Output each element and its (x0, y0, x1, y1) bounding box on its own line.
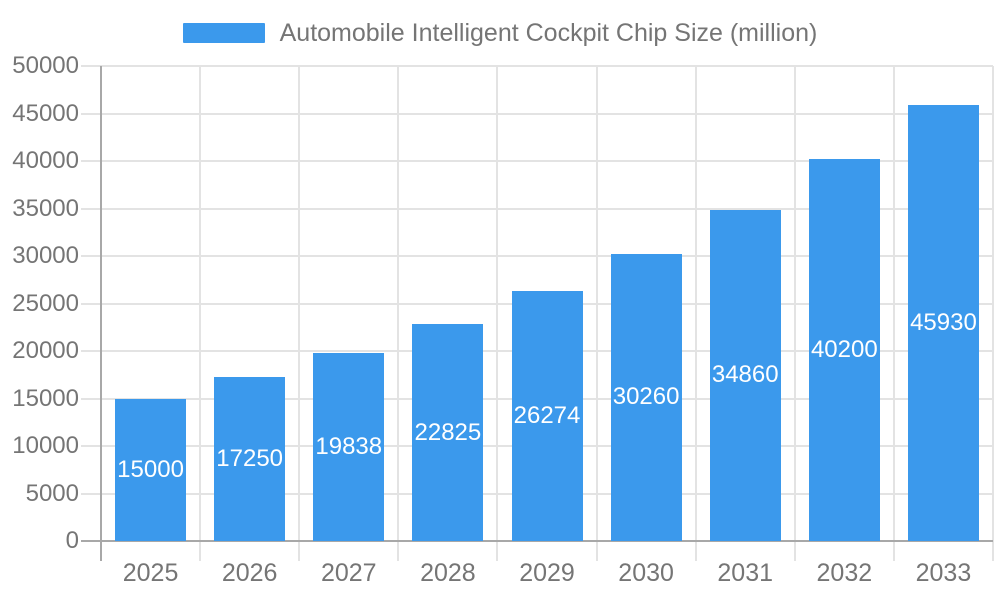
bar-value-label: 30260 (612, 383, 680, 411)
y-axis-tick-label: 25000 (12, 289, 79, 317)
x-gridline (397, 66, 400, 561)
legend-swatch-icon (182, 23, 265, 43)
x-axis-tick-label: 2027 (320, 559, 377, 587)
y-axis-tick-label: 40000 (12, 147, 79, 174)
bar[interactable] (313, 352, 385, 541)
y-axis-tick-label: 35000 (12, 194, 79, 222)
y-gridline (81, 160, 993, 162)
y-axis-tick-label: 45000 (12, 99, 79, 127)
x-gridline (199, 66, 202, 561)
bar[interactable] (808, 159, 880, 541)
y-axis-tick-label: 10000 (12, 432, 79, 459)
bar-value-label: 22825 (414, 418, 482, 446)
x-gridline (298, 66, 301, 561)
y-axis-tick-label: 20000 (12, 337, 79, 364)
y-axis-tick-label: 30000 (12, 242, 79, 269)
x-gridline (793, 66, 796, 561)
x-gridline (496, 66, 499, 561)
x-axis-line (81, 540, 993, 542)
x-axis-tick-label: 2030 (618, 559, 674, 587)
legend[interactable]: Automobile Intelligent Cockpit Chip Size… (0, 18, 1000, 48)
y-axis-tick-label: 50000 (12, 52, 79, 79)
legend-label: Automobile Intelligent Cockpit Chip Size… (279, 18, 818, 47)
bar-value-label: 17250 (216, 445, 284, 473)
x-axis-tick-label: 2026 (221, 559, 278, 587)
x-gridline (992, 66, 994, 561)
x-gridline (694, 66, 697, 561)
bar[interactable] (907, 104, 979, 541)
y-gridline (81, 207, 993, 210)
bar[interactable] (511, 291, 583, 541)
bar[interactable] (610, 253, 682, 541)
x-axis-tick-label: 2033 (915, 559, 972, 587)
bar-value-label: 15000 (117, 455, 184, 483)
x-axis-tick-label: 2029 (519, 559, 575, 587)
bar-value-label: 40200 (810, 336, 878, 364)
x-axis-tick-label: 2028 (420, 559, 476, 587)
bar-value-label: 26274 (513, 402, 581, 430)
bar-value-label: 34860 (711, 361, 779, 389)
y-axis-tick-label: 0 (65, 527, 79, 554)
bar[interactable] (412, 324, 484, 541)
x-axis-tick-label: 2032 (816, 559, 873, 587)
y-gridline (81, 112, 993, 115)
x-axis-tick-label: 2031 (717, 559, 774, 587)
x-gridline (595, 66, 598, 561)
y-axis-line (100, 66, 102, 561)
y-axis-tick-label: 15000 (12, 384, 79, 412)
bar[interactable] (709, 209, 781, 541)
x-axis-tick-label: 2025 (122, 559, 179, 587)
bar-value-label: 45930 (910, 308, 977, 336)
bar[interactable] (115, 398, 187, 541)
bar-value-label: 19838 (315, 432, 383, 460)
x-gridline (892, 66, 895, 561)
y-axis-tick-label: 5000 (25, 479, 79, 507)
bar[interactable] (214, 377, 286, 541)
y-gridline (81, 65, 993, 67)
y-gridline (81, 255, 993, 257)
